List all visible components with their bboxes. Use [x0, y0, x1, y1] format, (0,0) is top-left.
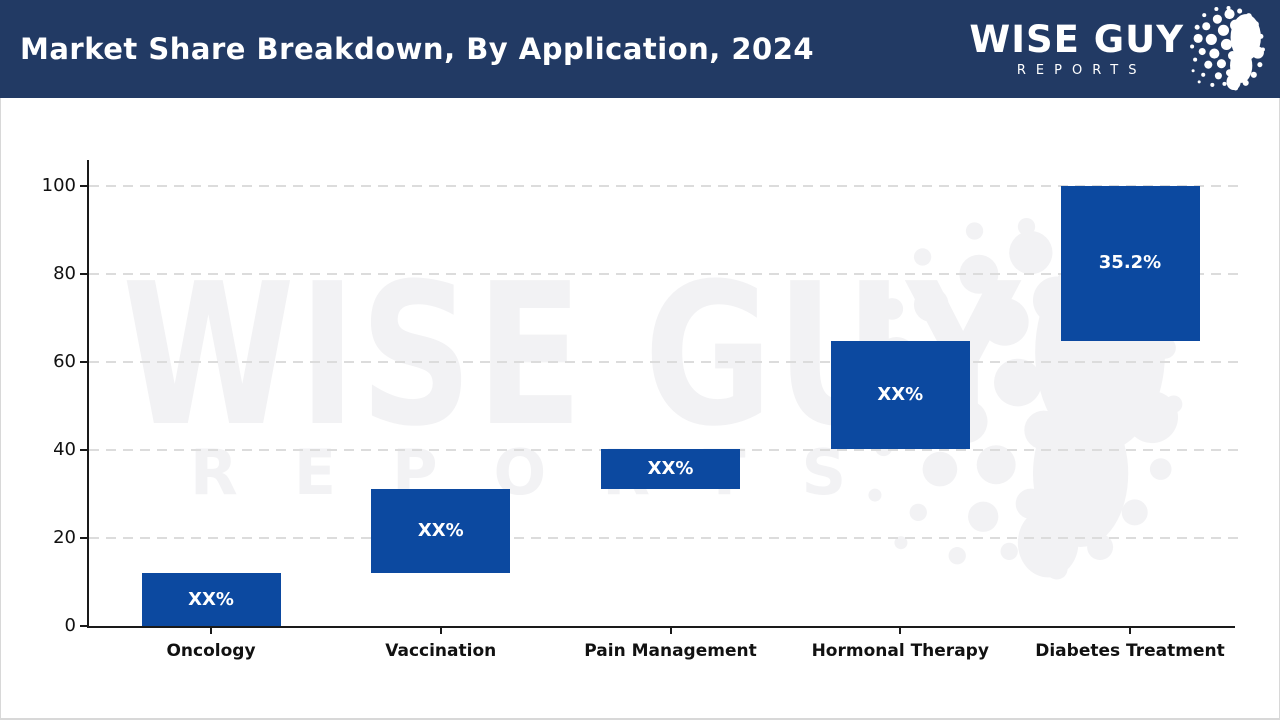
y-tick-label: 80 [53, 263, 76, 284]
bar-value-label: XX% [188, 588, 234, 610]
y-tick-mark [80, 361, 88, 363]
bar-value-label: 35.2% [1098, 252, 1162, 274]
gridline [89, 537, 1245, 539]
logo-head-icon [1188, 6, 1266, 92]
bar-segment [141, 573, 281, 626]
y-tick-mark [80, 625, 88, 627]
wise-guy-reports-logo: WISE GUY REPORTS [969, 6, 1266, 92]
x-tick-mark [669, 628, 672, 634]
x-axis-line [87, 626, 1235, 628]
y-tick-label: 40 [53, 439, 76, 460]
y-tick-mark [80, 185, 88, 187]
bar-value-label: XX% [417, 519, 464, 541]
bar-value-label: XX% [877, 383, 924, 405]
y-tick-label: 60 [53, 351, 76, 372]
y-axis-line [87, 160, 89, 628]
logo-wordmark: WISE GUY [969, 18, 1184, 61]
logo-text: WISE GUY REPORTS [969, 18, 1184, 79]
y-tick-label: 0 [64, 615, 76, 636]
chart-title: Market Share Breakdown, By Application, … [20, 32, 815, 66]
bar-segment [830, 340, 970, 449]
y-tick-mark [80, 537, 88, 539]
x-tick-mark [1129, 628, 1131, 634]
y-tick-label: 20 [53, 527, 76, 548]
page-border-left [0, 98, 1, 720]
x-axis-label: Diabetes Treatment [1035, 641, 1225, 661]
y-tick-label: 100 [41, 175, 76, 196]
bar-segment [1060, 186, 1200, 341]
gridline [89, 185, 1245, 187]
bar-value-label: XX% [647, 457, 694, 479]
gridline [89, 361, 1245, 363]
header-bar: Market Share Breakdown, By Application, … [0, 0, 1280, 98]
y-tick-mark [80, 449, 88, 451]
bar-segment [371, 488, 511, 574]
x-tick-mark [899, 628, 902, 634]
bar-segment [601, 448, 740, 489]
logo-reports-text: REPORTS [1016, 63, 1147, 78]
gridline [89, 273, 1245, 275]
x-axis-label: Oncology [166, 641, 256, 661]
page-border-bottom [0, 718, 1280, 720]
x-axis-label: Hormonal Therapy [811, 641, 989, 661]
y-tick-mark [80, 273, 88, 275]
x-axis-label: Vaccination [385, 641, 497, 661]
x-axis-label: Pain Management [584, 641, 757, 661]
x-tick-mark [439, 628, 442, 634]
x-tick-mark [210, 628, 212, 634]
